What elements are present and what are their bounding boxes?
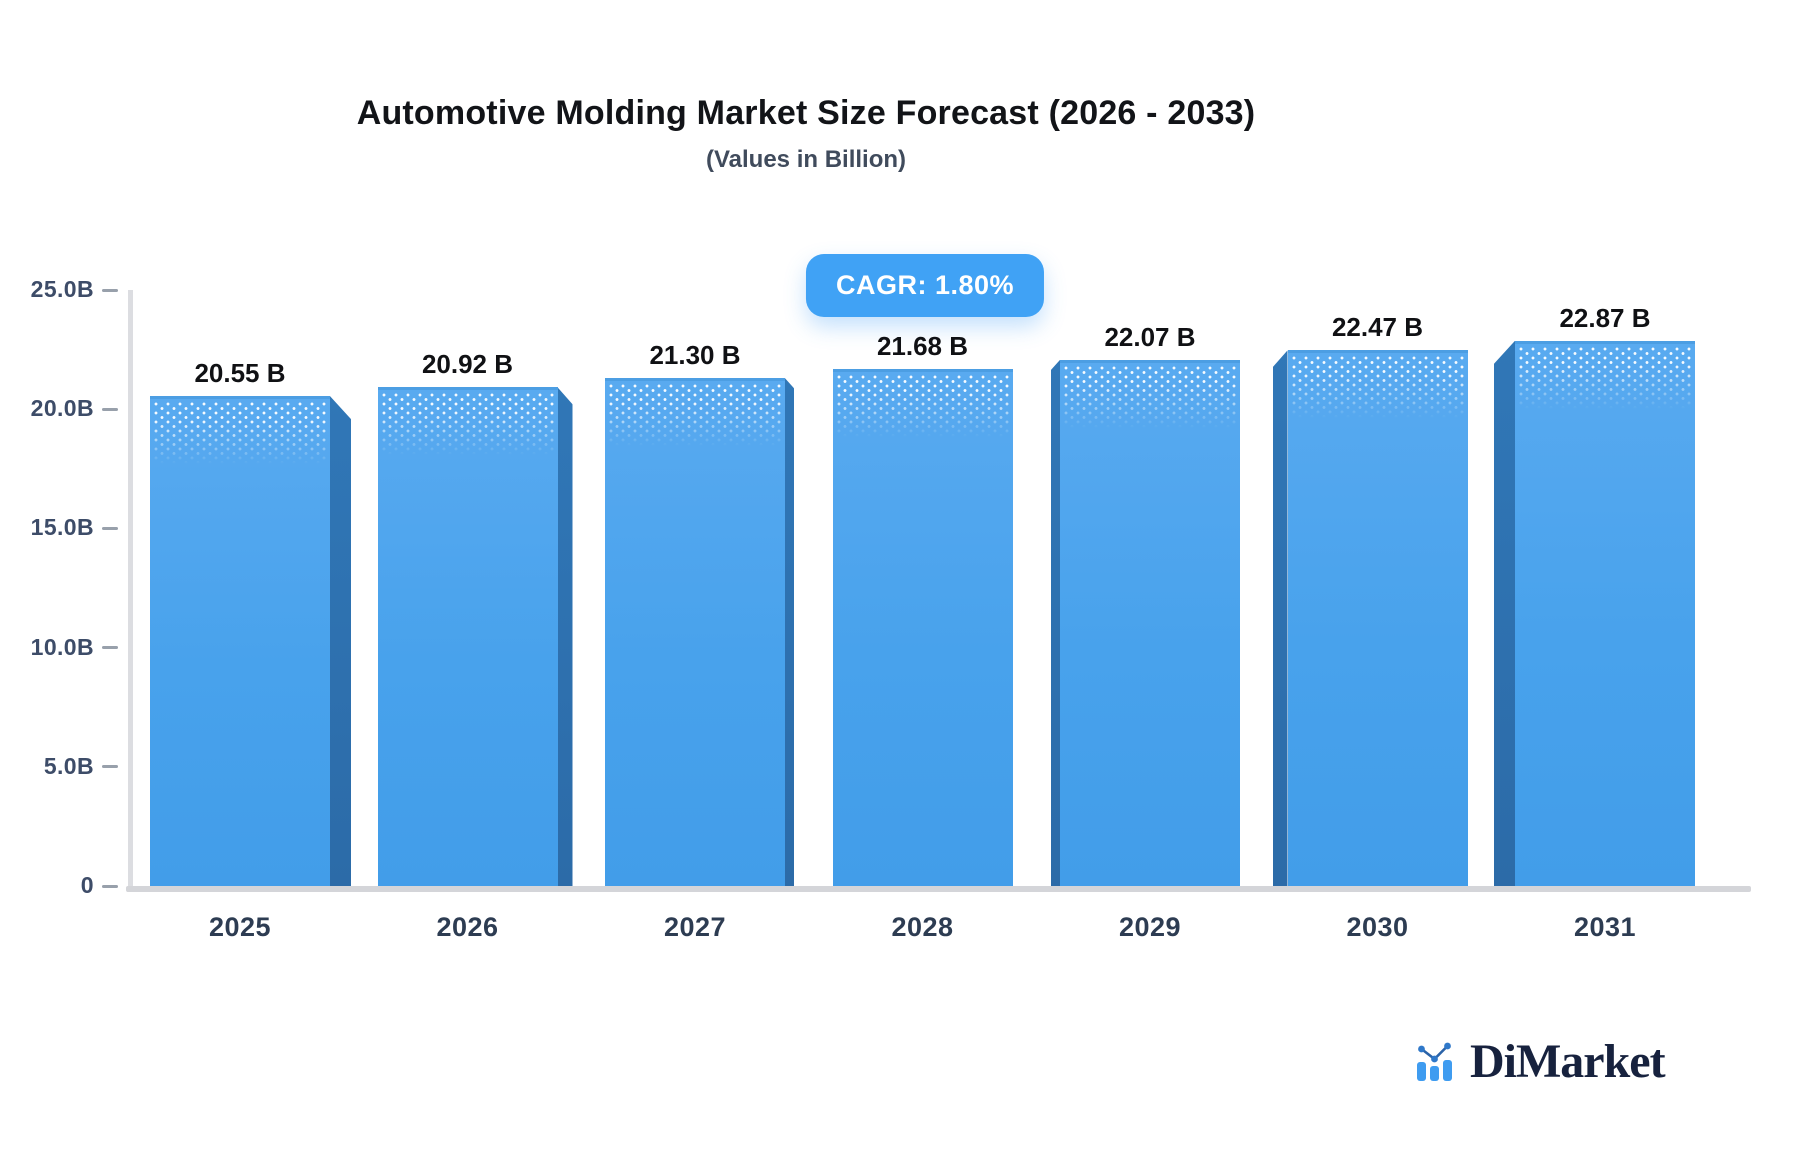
bar-value-label-2027: 21.30 B	[649, 340, 741, 371]
bar-2028	[832, 369, 1013, 886]
x-tick-label-2031: 2031	[1573, 912, 1637, 942]
y-tick-0	[102, 884, 118, 888]
dimarket-logo-text: DiMarket	[1470, 1035, 1666, 1088]
bar-side-2030	[1272, 350, 1288, 886]
bar-2026	[377, 387, 558, 886]
bar-value-label-2031: 22.87 B	[1559, 302, 1651, 333]
y-tick-20	[102, 407, 118, 411]
y-tick-label-0: 0	[80, 872, 94, 898]
bar-2030	[1287, 350, 1468, 886]
bar-2025	[150, 396, 330, 886]
y-tick-label-25: 25.0B	[30, 276, 94, 302]
plot-area: 0 5.0B 10.0B 15.0B 20.0B 25.0B 20.55 B 2025 20.9…	[31, 276, 1751, 942]
y-tick-label-10: 10.0B	[30, 633, 94, 660]
chart-header: Automotive Molding Market Size Forecast …	[0, 94, 1612, 174]
bar-side-2029	[1051, 359, 1060, 886]
y-tick-label-5: 5.0B	[43, 752, 94, 779]
bar-side-2025	[330, 396, 351, 886]
dimarket-logo: DiMarket	[1412, 1035, 1666, 1088]
bar-2031	[1515, 340, 1695, 886]
bar-value-label-2029: 22.07 B	[1104, 321, 1196, 352]
bar-value-label-2025: 20.55 B	[194, 358, 286, 389]
bar-side-2027	[785, 378, 794, 886]
x-axis-line	[126, 886, 1751, 892]
y-axis-line	[128, 290, 133, 891]
x-tick-label-2029: 2029	[1118, 912, 1182, 942]
chart-subtitle: (Values in Billion)	[705, 146, 907, 173]
x-tick-label-2027: 2027	[663, 912, 727, 942]
y-tick-15	[102, 526, 118, 530]
bar-value-label-2028: 21.68 B	[876, 331, 969, 362]
y-tick-25	[102, 288, 118, 292]
bar-value-label-2030: 22.47 B	[1331, 312, 1424, 343]
bar-2029	[1060, 359, 1240, 886]
bar-side-2026	[557, 387, 573, 886]
cagr-badge: CAGR: 1.80%	[805, 254, 1045, 317]
y-tick-5	[102, 765, 118, 769]
x-tick-label-2028: 2028	[891, 912, 954, 942]
chart-title: Automotive Molding Market Size Forecast …	[356, 94, 1256, 132]
x-tick-label-2025: 2025	[208, 912, 272, 942]
y-tick-10	[102, 646, 118, 650]
y-tick-label-20: 20.0B	[30, 395, 94, 422]
mini-bar-chart-icon	[1417, 1042, 1452, 1081]
y-tick-label-15: 15.0B	[30, 514, 94, 541]
bar-value-label-2026: 20.92 B	[421, 349, 514, 380]
bar-2027	[605, 378, 785, 886]
x-tick-label-2026: 2026	[436, 912, 499, 942]
bar-side-2031	[1494, 340, 1515, 886]
x-tick-label-2030: 2030	[1346, 912, 1409, 942]
